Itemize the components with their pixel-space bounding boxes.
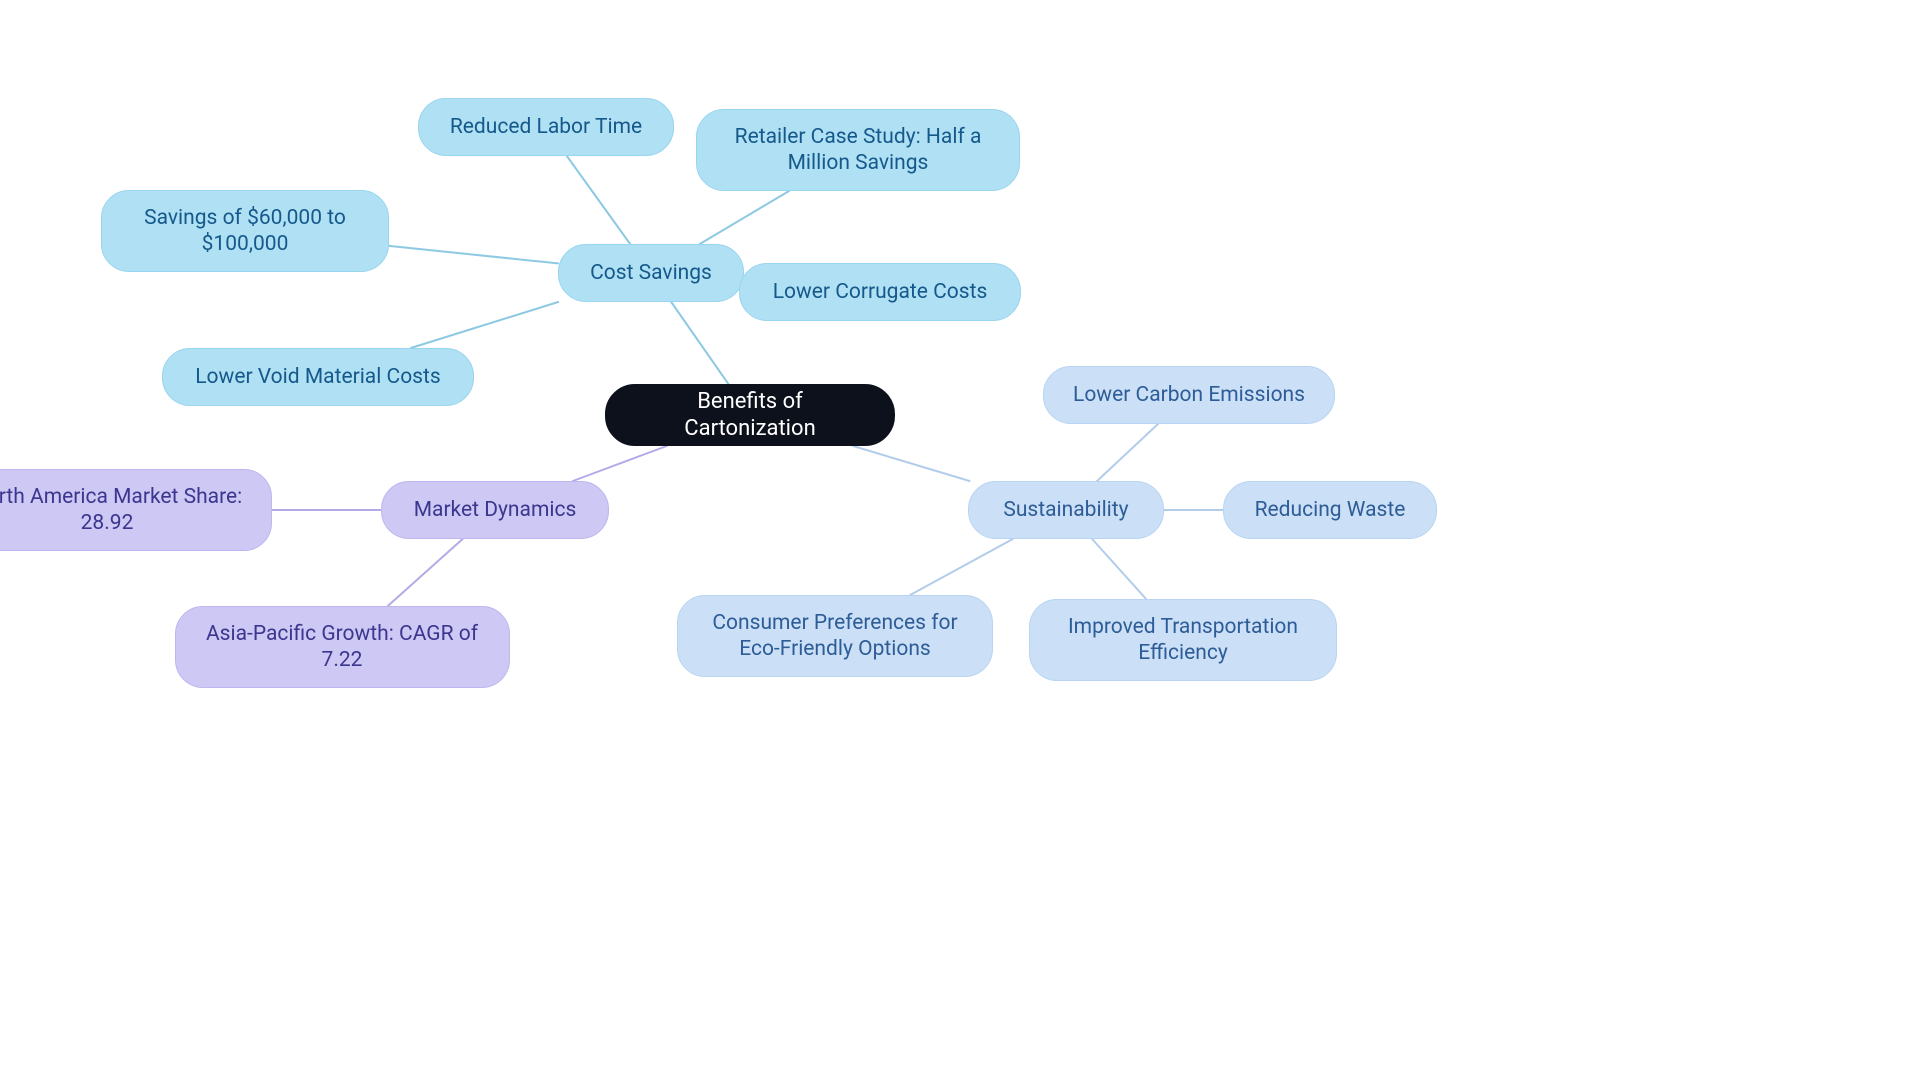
node-corrugate: Lower Corrugate Costs [739, 263, 1021, 321]
node-waste: Reducing Waste [1223, 481, 1437, 539]
node-consumer-pref-label: Consumer Preferences for Eco-Friendly Op… [704, 610, 966, 663]
node-market-ap: Asia-Pacific Growth: CAGR of 7.22 [175, 606, 510, 688]
node-market-hub-label: Market Dynamics [414, 497, 577, 523]
node-sustainability-hub-label: Sustainability [1003, 497, 1128, 523]
node-waste-label: Reducing Waste [1255, 497, 1406, 523]
node-market-na-label: North America Market Share: 28.92 [0, 484, 245, 537]
node-void-material-label: Lower Void Material Costs [195, 364, 440, 390]
node-market-na: North America Market Share: 28.92 [0, 469, 272, 551]
node-carbon: Lower Carbon Emissions [1043, 366, 1335, 424]
node-cost-savings-hub: Cost Savings [558, 244, 744, 302]
node-sustainability-hub: Sustainability [968, 481, 1164, 539]
node-carbon-label: Lower Carbon Emissions [1073, 382, 1305, 408]
node-retailer-case-label: Retailer Case Study: Half a Million Savi… [723, 124, 993, 177]
node-root: Benefits of Cartonization [605, 384, 895, 446]
node-reduced-labor: Reduced Labor Time [418, 98, 674, 156]
node-savings-range: Savings of $60,000 to $100,000 [101, 190, 389, 272]
node-root-label: Benefits of Cartonization [632, 388, 868, 443]
node-consumer-pref: Consumer Preferences for Eco-Friendly Op… [677, 595, 993, 677]
node-retailer-case: Retailer Case Study: Half a Million Savi… [696, 109, 1020, 191]
node-transport-label: Improved Transportation Efficiency [1056, 614, 1310, 667]
node-void-material: Lower Void Material Costs [162, 348, 474, 406]
node-transport: Improved Transportation Efficiency [1029, 599, 1337, 681]
node-market-ap-label: Asia-Pacific Growth: CAGR of 7.22 [202, 621, 483, 674]
node-reduced-labor-label: Reduced Labor Time [450, 114, 642, 140]
node-savings-range-label: Savings of $60,000 to $100,000 [128, 205, 362, 258]
node-market-hub: Market Dynamics [381, 481, 609, 539]
node-cost-savings-hub-label: Cost Savings [590, 260, 712, 286]
node-corrugate-label: Lower Corrugate Costs [773, 279, 988, 305]
